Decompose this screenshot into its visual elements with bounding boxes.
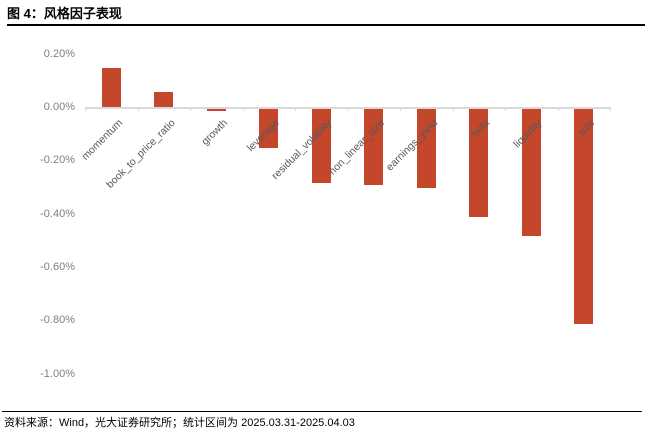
y-axis-label: -0.60%	[40, 260, 75, 273]
x-axis-tick	[557, 107, 559, 111]
x-axis-tick	[295, 107, 296, 111]
source-note: 资料来源：Wind，光大证券研究所；统计区间为 2025.03.31-2025.…	[4, 417, 355, 429]
y-axis-label: 0.20%	[43, 47, 75, 60]
y-axis-label: -0.80%	[40, 314, 75, 327]
x-axis-tick	[137, 107, 139, 111]
bar-residual_volatility	[311, 108, 331, 183]
x-axis-tick	[400, 107, 401, 111]
title-divider	[7, 24, 645, 26]
y-axis-label: 0.00%	[43, 101, 75, 113]
bar-beta	[469, 108, 489, 218]
category-label-growth: growth	[198, 117, 230, 148]
category-label-momentum: momentum	[79, 117, 125, 163]
footer-divider	[2, 411, 642, 412]
bar-book_to_price_ratio	[154, 92, 174, 108]
bar-growth	[206, 108, 226, 111]
x-axis-tick	[190, 107, 191, 111]
x-axis-tick	[347, 107, 349, 111]
bar-chart: 0.20% 0.00% -0.20% -0.40% -0.60% -0.80% -1.00%…	[40, 47, 611, 380]
y-axis-label: -0.20%	[40, 154, 75, 167]
bar-size	[574, 108, 594, 324]
bar-leverage	[259, 108, 279, 148]
x-axis-tick	[85, 107, 86, 111]
bar-non_linear_size	[364, 108, 384, 186]
bar-earnings_yield	[416, 108, 436, 188]
bar-liquidity	[521, 108, 541, 236]
x-axis-tick	[242, 107, 244, 111]
x-axis-tick	[452, 107, 454, 111]
x-axis-tick	[505, 107, 506, 111]
y-axis-label: -1.00%	[40, 367, 75, 380]
figure-title: 图 4：风格因子表现	[7, 6, 122, 21]
x-axis-tick	[610, 107, 611, 111]
y-axis-label: -0.40%	[40, 207, 75, 220]
bar-momentum	[101, 68, 121, 108]
